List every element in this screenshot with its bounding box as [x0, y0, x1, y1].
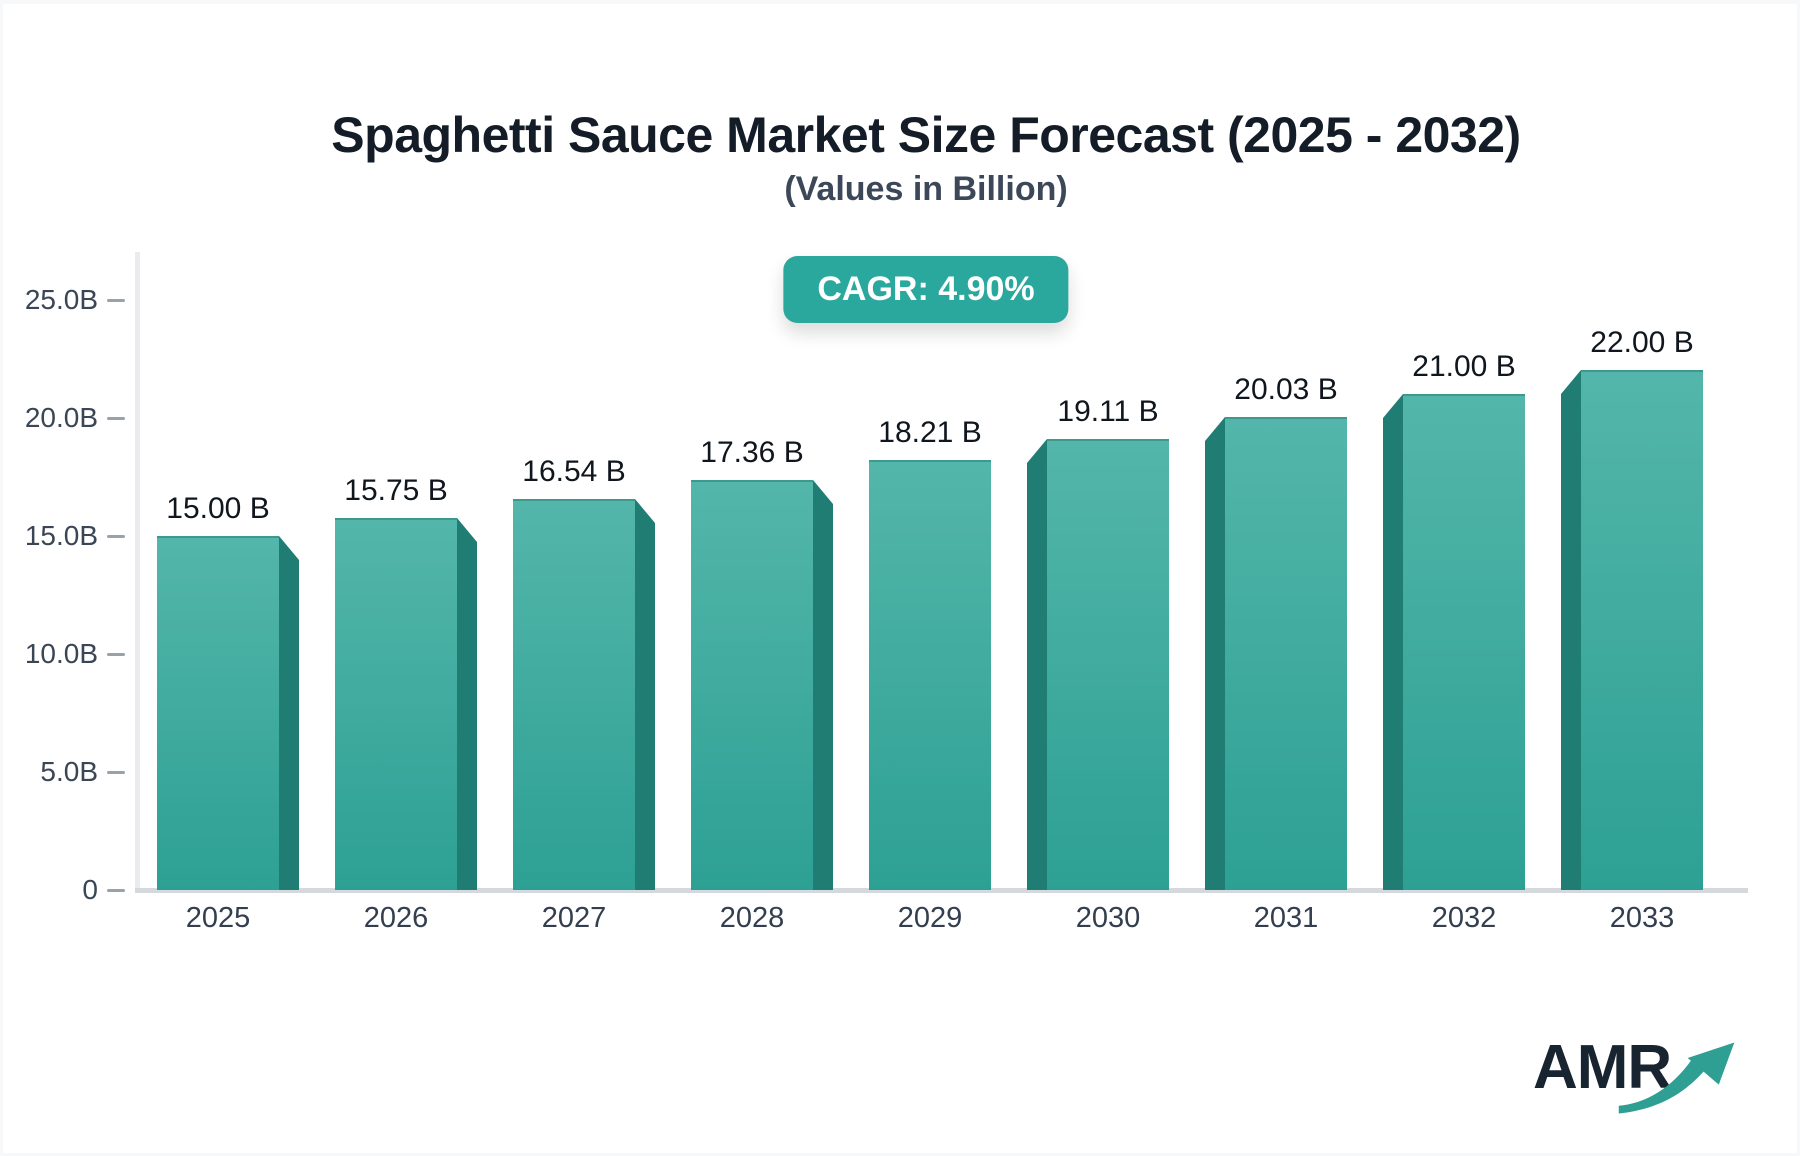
y-axis-tick: [107, 889, 125, 892]
y-axis-label: 0: [82, 874, 98, 905]
y-axis-label: 15.0B: [24, 519, 98, 551]
chart-subtitle: (Values in Billion): [784, 170, 1068, 208]
x-axis-label: 2027: [541, 902, 607, 934]
bar-side-2031: [1205, 417, 1225, 890]
bar-2031: [1225, 417, 1347, 890]
cagr-badge: CAGR: 4.90%: [783, 256, 1069, 323]
x-axis-label: 2032: [1431, 902, 1497, 934]
bar-side-2033: [1561, 370, 1581, 890]
x-axis-label: 2030: [1075, 902, 1141, 934]
y-axis-label: 25.0B: [24, 283, 98, 315]
x-axis-label: 2026: [363, 902, 429, 934]
bar-2027: [513, 499, 635, 890]
y-axis-tick: [107, 770, 125, 774]
bar-value-label: 15.00 B: [166, 492, 270, 525]
x-axis-label: 2031: [1253, 902, 1319, 934]
bar-2033: [1581, 370, 1703, 890]
x-axis-label: 2028: [719, 902, 785, 934]
bar-side-2028: [813, 480, 833, 890]
y-axis-label: 20.0B: [24, 401, 98, 433]
bar-value-label: 22.00 B: [1590, 326, 1694, 359]
bar-side-2030: [1027, 439, 1047, 890]
bar-value-label: 15.75 B: [344, 474, 448, 507]
chart-card: Spaghetti Sauce Market Size Forecast (20…: [3, 4, 1797, 1153]
bar-value-label: 16.54 B: [522, 455, 626, 488]
bar-2029: [869, 460, 991, 890]
bar-value-label: 17.36 B: [700, 436, 804, 469]
bar-side-2027: [635, 499, 655, 890]
y-axis-label: 10.0B: [24, 637, 98, 669]
bar-2028: [691, 480, 813, 890]
bar-2025: [157, 536, 279, 890]
bar-side-2025: [279, 536, 299, 890]
bar-side-2032: [1383, 394, 1403, 890]
bar-2030: [1047, 439, 1169, 890]
x-axis-label: 2033: [1609, 902, 1675, 934]
bar-chart-plot-area: 25.0B 20.0B 15.0B 10.0B 5.0B 0 15.00 B 2025 15.7…: [3, 4, 1797, 1153]
bar-value-label: 18.21 B: [878, 416, 982, 449]
y-axis-tick: [107, 298, 125, 302]
y-axis-line: [135, 252, 140, 893]
bar-2026: [335, 518, 457, 890]
y-axis-tick: [107, 652, 125, 656]
x-axis-label: 2029: [897, 902, 963, 934]
y-axis-tick: [107, 416, 125, 420]
trend-up-arrow-icon: [1618, 1042, 1735, 1114]
bar-value-label: 21.00 B: [1412, 350, 1516, 383]
bar-side-2026: [457, 518, 477, 890]
bar-value-label: 19.11 B: [1057, 395, 1159, 428]
y-axis-tick: [107, 534, 125, 538]
chart-title: Spaghetti Sauce Market Size Forecast (20…: [331, 107, 1521, 163]
y-axis-label: 5.0B: [40, 755, 98, 787]
amr-logo-text: AMR: [1533, 1033, 1672, 1102]
bar-2032: [1403, 394, 1525, 890]
amr-logo: AMR: [1533, 1032, 1743, 1122]
x-axis-label: 2025: [185, 902, 251, 934]
bar-value-label: 20.03 B: [1234, 373, 1338, 406]
x-axis-baseline: [135, 888, 1748, 893]
